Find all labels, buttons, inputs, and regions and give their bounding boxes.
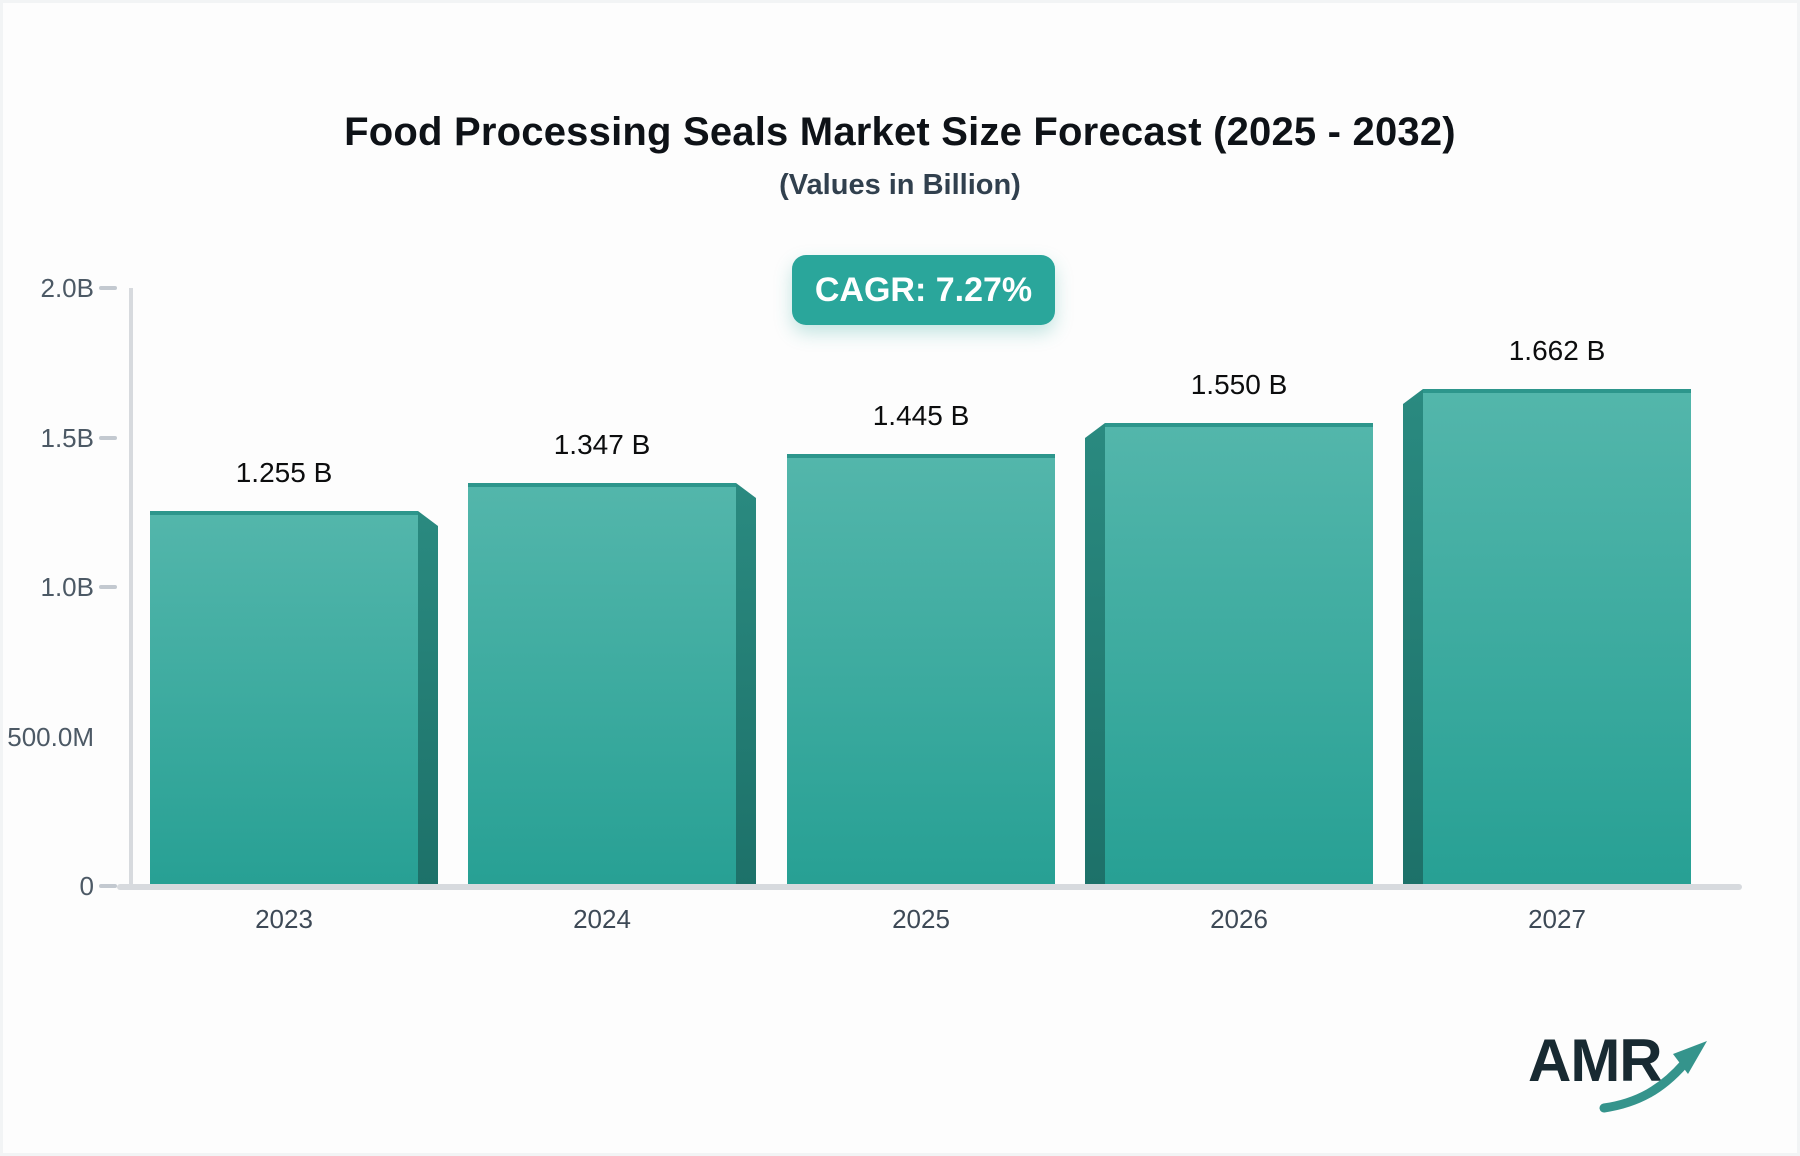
- bar-value-label: 1.662 B: [1508, 335, 1606, 366]
- x-axis-baseline: [117, 884, 1742, 890]
- chart-subtitle: (Values in Billion): [779, 169, 1021, 201]
- y-axis-tick: [99, 436, 117, 440]
- y-axis-label: 500.0M: [7, 722, 94, 752]
- x-axis-label: 2023: [255, 904, 313, 934]
- bar-side-face: [1403, 389, 1423, 886]
- bar-value-label: 1.255 B: [235, 457, 333, 488]
- y-axis-tick: [99, 884, 117, 888]
- bar-2027: [1423, 389, 1691, 886]
- x-axis-label: 2024: [573, 904, 631, 934]
- bar-2025: [787, 454, 1055, 886]
- amr-logo: AMR: [1520, 1026, 1760, 1136]
- bar-side-face: [736, 483, 756, 886]
- y-axis-label: 1.5B: [40, 423, 95, 453]
- bar-2024: [468, 483, 736, 886]
- bar-2026: [1105, 423, 1373, 886]
- x-axis-label: 2026: [1210, 904, 1268, 934]
- y-axis-tick: [99, 286, 117, 290]
- amr-logo-text: AMR: [1528, 1027, 1663, 1094]
- bar-2023: [150, 511, 418, 886]
- chart-title: Food Processing Seals Market Size Foreca…: [344, 110, 1456, 154]
- y-axis-label: 2.0B: [40, 273, 95, 303]
- bar-side-face: [1085, 423, 1105, 886]
- cagr-badge: CAGR: 7.27%: [792, 255, 1055, 325]
- bar-side-face: [418, 511, 438, 886]
- y-axis-tick: [99, 585, 117, 589]
- bar-value-label: 1.550 B: [1190, 369, 1288, 400]
- growth-arrow-icon: [1599, 1041, 1707, 1113]
- x-axis-label: 2027: [1528, 904, 1586, 934]
- y-axis-label: 1.0B: [40, 572, 95, 602]
- bar-value-label: 1.445 B: [872, 400, 970, 431]
- y-axis-label: 0: [79, 871, 94, 901]
- x-axis-label: 2025: [892, 904, 950, 934]
- cagr-label: CAGR: 7.27%: [814, 270, 1033, 309]
- bar-value-label: 1.347 B: [553, 429, 651, 460]
- y-axis-line: [129, 288, 133, 888]
